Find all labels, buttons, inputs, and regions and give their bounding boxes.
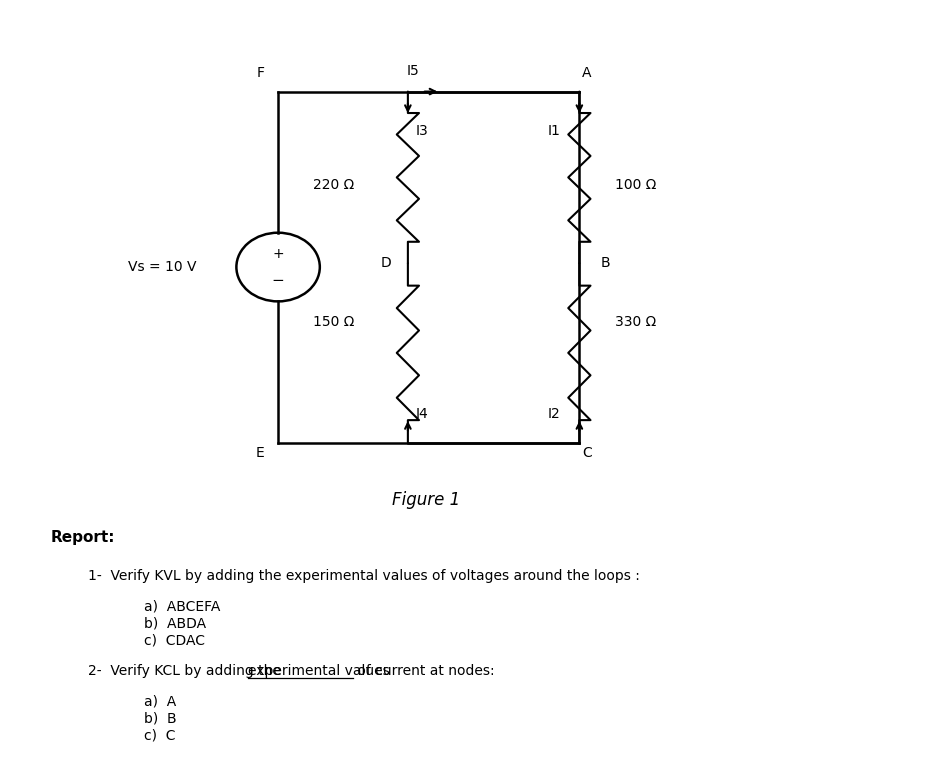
Text: 330 Ω: 330 Ω — [615, 315, 655, 329]
Text: b)  B: b) B — [144, 712, 176, 726]
Text: I3: I3 — [415, 124, 428, 138]
Text: c)  C: c) C — [144, 729, 175, 742]
Text: C: C — [582, 446, 592, 460]
Text: Report:: Report: — [51, 530, 116, 546]
Text: a)  A: a) A — [144, 695, 176, 709]
Text: A: A — [582, 66, 591, 80]
Text: I4: I4 — [415, 407, 428, 420]
Text: 150 Ω: 150 Ω — [312, 315, 354, 329]
Text: D: D — [380, 256, 391, 270]
Text: +: + — [273, 247, 284, 261]
Text: c)  CDAC: c) CDAC — [144, 633, 205, 647]
Text: a)  ABCEFA: a) ABCEFA — [144, 600, 220, 613]
Text: −: − — [272, 272, 285, 288]
Text: I1: I1 — [548, 124, 561, 138]
Text: Figure 1: Figure 1 — [392, 491, 461, 509]
Text: I2: I2 — [548, 407, 561, 420]
Text: 100 Ω: 100 Ω — [615, 178, 656, 192]
Text: B: B — [601, 256, 610, 270]
Text: E: E — [256, 446, 264, 460]
Text: of current at nodes:: of current at nodes: — [353, 665, 494, 678]
Text: b)  ABDA: b) ABDA — [144, 617, 206, 630]
Text: Vs = 10 V: Vs = 10 V — [128, 260, 197, 274]
Text: experimental values: experimental values — [248, 665, 389, 678]
Text: 220 Ω: 220 Ω — [313, 178, 354, 192]
Text: F: F — [256, 66, 264, 80]
Text: 2-  Verify KCL by adding the: 2- Verify KCL by adding the — [88, 665, 286, 678]
Text: 1-  Verify KVL by adding the experimental values of voltages around the loops :: 1- Verify KVL by adding the experimental… — [88, 569, 640, 583]
Text: I5: I5 — [406, 64, 419, 78]
